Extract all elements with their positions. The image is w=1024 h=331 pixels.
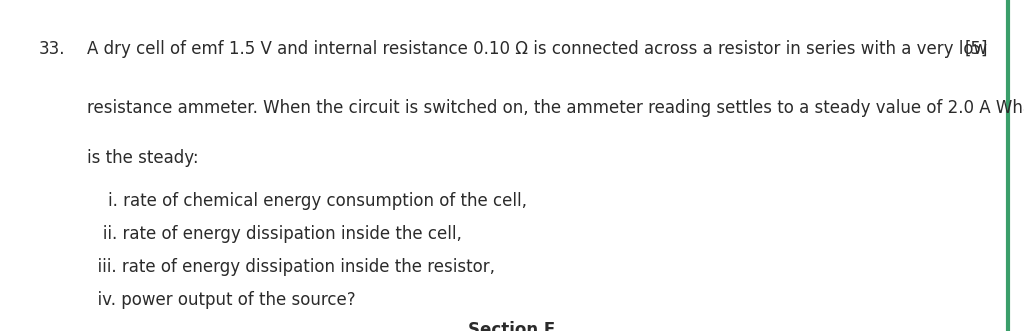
- Text: iii. rate of energy dissipation inside the resistor,: iii. rate of energy dissipation inside t…: [87, 258, 495, 276]
- Text: is the steady:: is the steady:: [87, 149, 199, 167]
- Text: iv. power output of the source?: iv. power output of the source?: [87, 291, 355, 309]
- Text: resistance ammeter. When the circuit is switched on, the ammeter reading settles: resistance ammeter. When the circuit is …: [87, 99, 1024, 117]
- Text: A dry cell of emf 1.5 V and internal resistance 0.10 Ω is connected across a res: A dry cell of emf 1.5 V and internal res…: [87, 40, 987, 58]
- Text: Section E: Section E: [468, 321, 556, 331]
- Text: ii. rate of energy dissipation inside the cell,: ii. rate of energy dissipation inside th…: [87, 225, 462, 243]
- Text: i. rate of chemical energy consumption of the cell,: i. rate of chemical energy consumption o…: [87, 192, 527, 210]
- Text: [5]: [5]: [965, 40, 988, 58]
- Text: 33.: 33.: [39, 40, 66, 58]
